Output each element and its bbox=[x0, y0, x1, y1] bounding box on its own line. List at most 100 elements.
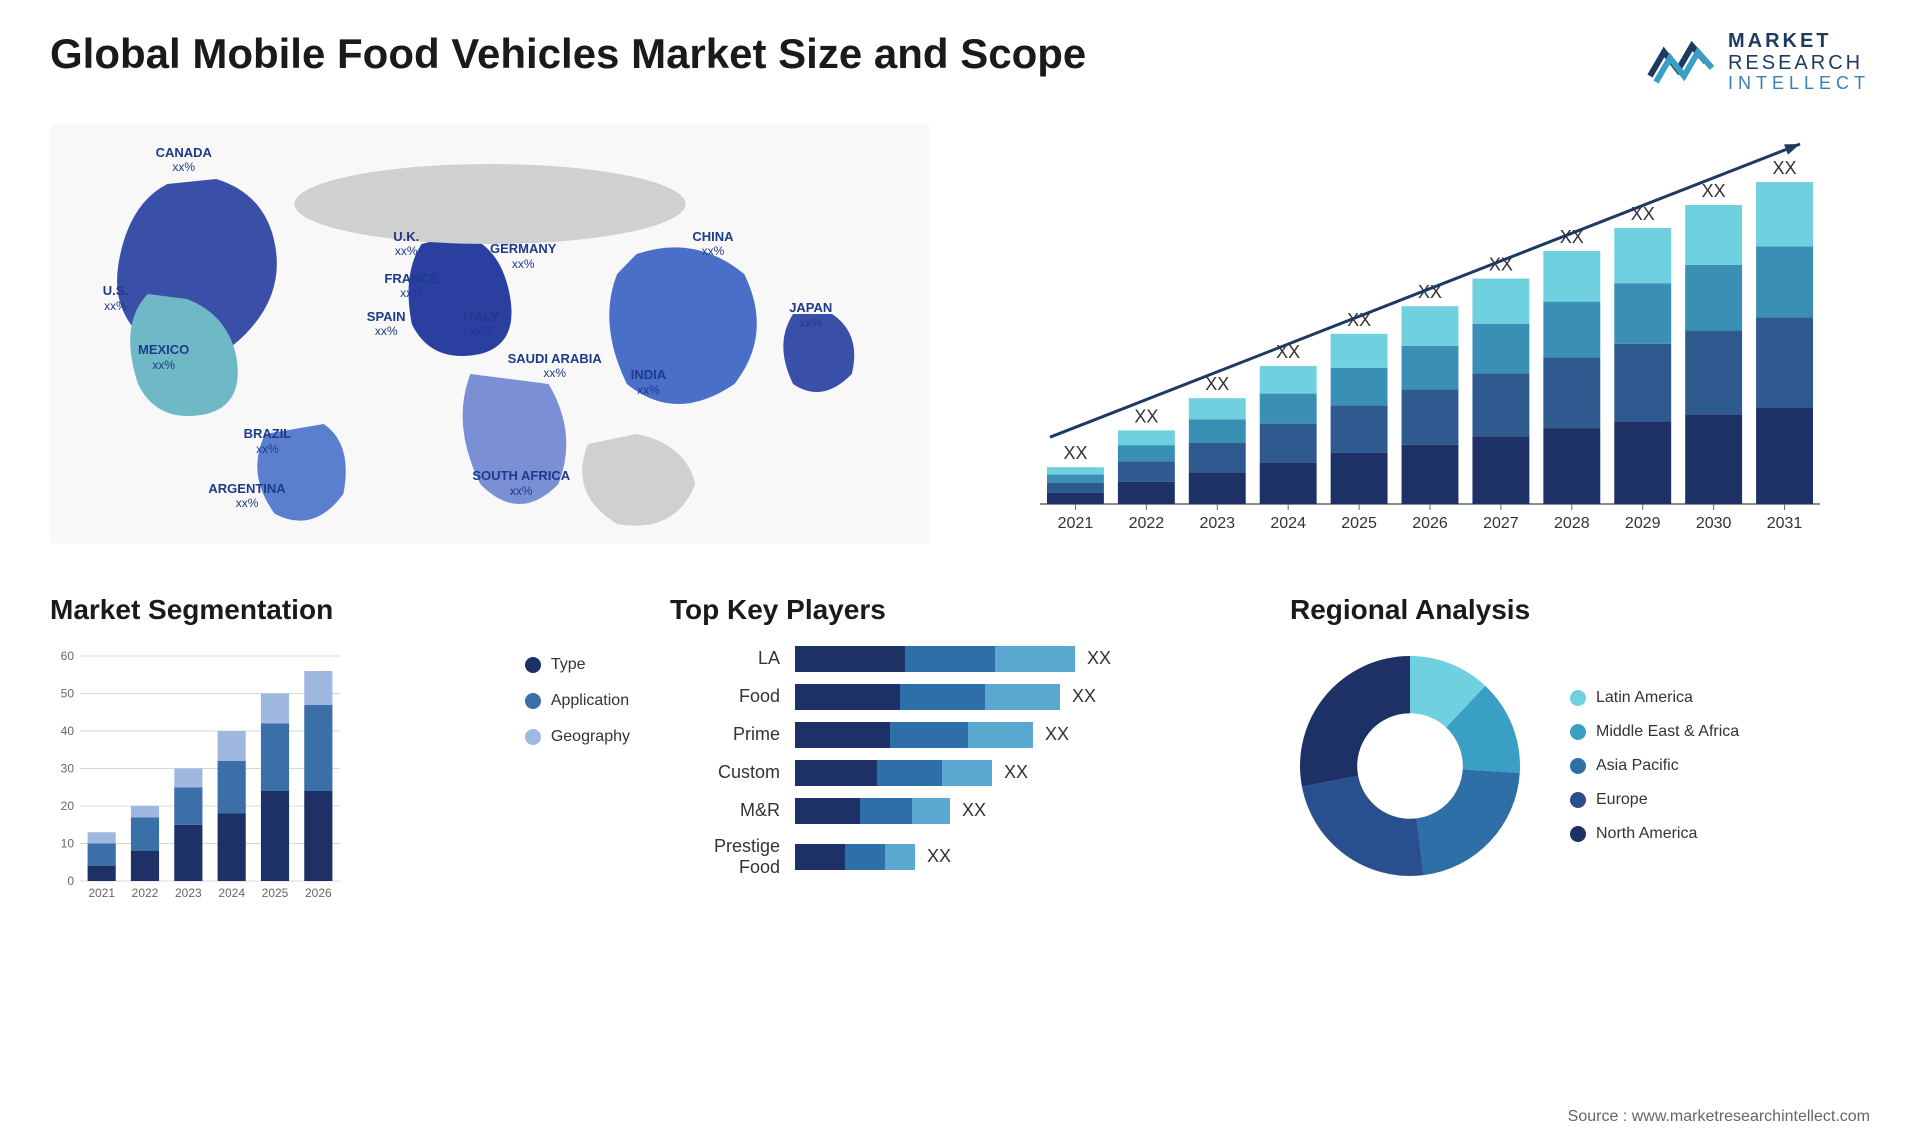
forecast-bar-seg bbox=[1331, 334, 1388, 368]
forecast-tick: 2026 bbox=[1412, 515, 1448, 532]
players-list: LAXXFoodXXPrimeXXCustomXXM&RXXPrestige F… bbox=[670, 646, 1250, 878]
forecast-value-label: XX bbox=[1205, 374, 1229, 394]
player-value: XX bbox=[1045, 724, 1069, 745]
forecast-bar-seg bbox=[1756, 407, 1813, 504]
svg-text:2026: 2026 bbox=[305, 886, 332, 900]
regional-title: Regional Analysis bbox=[1290, 594, 1870, 626]
player-bar-wrap: XX bbox=[795, 798, 1250, 824]
map-label: SAUDI ARABIAxx% bbox=[508, 351, 602, 381]
source-text: Source : www.marketresearchintellect.com bbox=[1568, 1108, 1870, 1126]
seg-bar-seg bbox=[304, 705, 332, 791]
seg-bar-seg bbox=[218, 731, 246, 761]
player-label: Prestige Food bbox=[670, 836, 780, 878]
forecast-bar-seg bbox=[1614, 421, 1671, 504]
map-label: CANADAxx% bbox=[156, 145, 212, 175]
forecast-tick: 2029 bbox=[1625, 515, 1661, 532]
player-bar-wrap: XX bbox=[795, 722, 1250, 748]
forecast-tick: 2025 bbox=[1341, 515, 1377, 532]
svg-text:2022: 2022 bbox=[132, 886, 159, 900]
player-bar bbox=[795, 798, 950, 824]
forecast-bar-seg bbox=[1472, 373, 1529, 436]
forecast-tick: 2031 bbox=[1767, 515, 1803, 532]
seg-bar-seg bbox=[304, 791, 332, 881]
forecast-bar-seg bbox=[1402, 346, 1459, 390]
seg-bar-seg bbox=[88, 843, 116, 866]
forecast-bar-seg bbox=[1402, 306, 1459, 346]
bottom-row: Market Segmentation 01020304050602021202… bbox=[50, 594, 1870, 906]
player-bar bbox=[795, 722, 1033, 748]
player-bar-seg bbox=[877, 760, 942, 786]
map-label: SOUTH AFRICAxx% bbox=[472, 468, 570, 498]
forecast-bar-seg bbox=[1685, 205, 1742, 265]
player-bar-seg bbox=[968, 722, 1033, 748]
donut-svg bbox=[1290, 646, 1530, 886]
segmentation-legend: TypeApplicationGeography bbox=[525, 656, 630, 746]
player-value: XX bbox=[1072, 686, 1096, 707]
forecast-bar-seg bbox=[1189, 472, 1246, 504]
forecast-bar-seg bbox=[1260, 462, 1317, 503]
donut-slice bbox=[1300, 656, 1410, 787]
forecast-bar-seg bbox=[1614, 283, 1671, 344]
player-row: Prestige Food XX bbox=[670, 836, 1250, 878]
svg-text:0: 0 bbox=[67, 874, 74, 888]
svg-text:10: 10 bbox=[61, 836, 75, 850]
seg-bar-seg bbox=[261, 723, 289, 791]
seg-bar-seg bbox=[218, 761, 246, 814]
player-value: XX bbox=[927, 846, 951, 867]
player-bar-seg bbox=[795, 844, 845, 870]
player-row: M&RXX bbox=[670, 798, 1250, 824]
seg-bar-seg bbox=[218, 813, 246, 881]
player-bar-seg bbox=[900, 684, 985, 710]
seg-bar-seg bbox=[131, 851, 159, 881]
legend-item: Latin America bbox=[1570, 689, 1739, 707]
player-label: Custom bbox=[670, 762, 780, 783]
forecast-value-label: XX bbox=[1134, 406, 1158, 426]
player-bar-seg bbox=[942, 760, 992, 786]
player-bar-seg bbox=[995, 646, 1075, 672]
map-label: ITALYxx% bbox=[464, 309, 499, 339]
forecast-tick: 2023 bbox=[1199, 515, 1235, 532]
player-row: PrimeXX bbox=[670, 722, 1250, 748]
segmentation-svg: 0102030405060202120222023202420252026 bbox=[50, 646, 350, 906]
forecast-bar-seg bbox=[1118, 445, 1175, 461]
forecast-bar-seg bbox=[1685, 414, 1742, 504]
forecast-bar-seg bbox=[1402, 389, 1459, 444]
logo-line-1: MARKET bbox=[1728, 30, 1870, 52]
legend-item: Application bbox=[525, 692, 630, 710]
donut-legend: Latin AmericaMiddle East & AfricaAsia Pa… bbox=[1570, 689, 1739, 843]
map-label: JAPANxx% bbox=[789, 300, 832, 330]
svg-text:50: 50 bbox=[61, 686, 75, 700]
seg-bar-seg bbox=[88, 866, 116, 881]
map-label: INDIAxx% bbox=[631, 367, 666, 397]
segmentation-panel: Market Segmentation 01020304050602021202… bbox=[50, 594, 630, 906]
player-bar-wrap: XX bbox=[795, 646, 1250, 672]
map-label: FRANCExx% bbox=[384, 271, 438, 301]
map-label: SPAINxx% bbox=[367, 309, 406, 339]
forecast-bar-seg bbox=[1331, 453, 1388, 504]
forecast-bar-seg bbox=[1756, 317, 1813, 407]
player-bar bbox=[795, 760, 992, 786]
forecast-bar-seg bbox=[1543, 301, 1600, 357]
forecast-tick: 2021 bbox=[1058, 515, 1094, 532]
seg-bar-seg bbox=[131, 806, 159, 817]
forecast-tick: 2028 bbox=[1554, 515, 1590, 532]
svg-text:40: 40 bbox=[61, 724, 75, 738]
player-bar-wrap: XX bbox=[795, 844, 1250, 870]
forecast-bar-seg bbox=[1189, 442, 1246, 472]
player-value: XX bbox=[1087, 648, 1111, 669]
map-label: CHINAxx% bbox=[692, 229, 733, 259]
player-value: XX bbox=[962, 800, 986, 821]
forecast-bar-seg bbox=[1118, 482, 1175, 504]
svg-text:60: 60 bbox=[61, 649, 75, 663]
forecast-value-label: XX bbox=[1063, 443, 1087, 463]
player-bar-seg bbox=[795, 760, 877, 786]
player-bar-seg bbox=[795, 722, 890, 748]
svg-text:2021: 2021 bbox=[88, 886, 115, 900]
player-bar-seg bbox=[905, 646, 995, 672]
forecast-tick: 2030 bbox=[1696, 515, 1732, 532]
forecast-bar-seg bbox=[1543, 357, 1600, 428]
forecast-bar-seg bbox=[1685, 265, 1742, 331]
player-label: LA bbox=[670, 648, 780, 669]
player-row: FoodXX bbox=[670, 684, 1250, 710]
logo-line-2: RESEARCH bbox=[1728, 52, 1870, 74]
